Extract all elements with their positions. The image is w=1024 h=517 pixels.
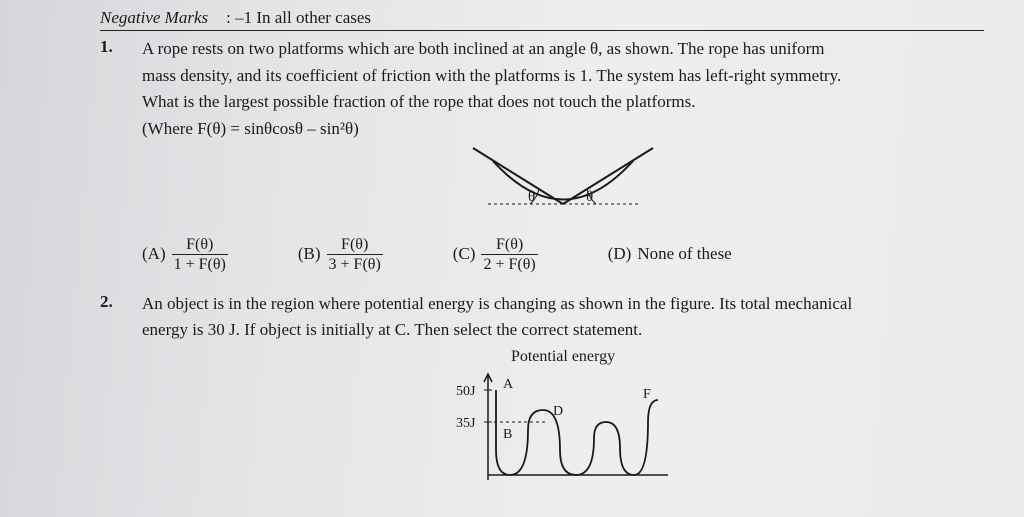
- q1-option-a: (A) F(θ) 1 + F(θ): [142, 236, 228, 274]
- opt-b-frac: F(θ) 3 + F(θ): [327, 236, 383, 274]
- opt-a-label: (A): [142, 242, 166, 267]
- q2-body: An object is in the region where potenti…: [142, 292, 984, 490]
- svg-text:A: A: [503, 377, 514, 392]
- rope-diagram-svg: θθ: [468, 146, 658, 226]
- divider: [100, 30, 984, 31]
- q2-line2: energy is 30 J. If object is initially a…: [142, 318, 984, 343]
- marks-value: : –1 In all other cases: [226, 8, 371, 28]
- opt-c-frac: F(θ) 2 + F(θ): [481, 236, 537, 274]
- q2-chart-title: Potential energy: [142, 345, 984, 368]
- svg-text:B: B: [503, 427, 512, 442]
- q1-option-b: (B) F(θ) 3 + F(θ): [298, 236, 383, 274]
- q2-line1: An object is in the region where potenti…: [142, 292, 984, 317]
- svg-text:35J: 35J: [456, 416, 476, 431]
- opt-d-text: None of these: [637, 242, 731, 267]
- q1-line2: mass density, and its coefficient of fri…: [142, 64, 984, 89]
- q1-diagram: θθ: [142, 146, 984, 226]
- svg-text:θ: θ: [586, 189, 593, 205]
- q2-number: 2.: [100, 292, 124, 490]
- opt-c-label: (C): [453, 242, 476, 267]
- marks-label: Negative Marks: [100, 8, 208, 28]
- svg-text:F: F: [643, 387, 651, 402]
- question-1: 1. A rope rests on two platforms which a…: [100, 37, 984, 288]
- q1-line1: A rope rests on two platforms which are …: [142, 37, 984, 62]
- q1-line4: (Where F(θ) = sinθcosθ – sin²θ): [142, 117, 984, 142]
- svg-text:θ: θ: [528, 189, 535, 205]
- potential-energy-chart: 50J 35J A B D F: [448, 370, 678, 490]
- q1-line3: What is the largest possible fraction of…: [142, 90, 984, 115]
- q1-option-d: (D) None of these: [608, 242, 732, 267]
- opt-d-label: (D): [608, 242, 632, 267]
- opt-a-frac: F(θ) 1 + F(θ): [172, 236, 228, 274]
- q1-number: 1.: [100, 37, 124, 288]
- svg-text:50J: 50J: [456, 384, 476, 399]
- q1-body: A rope rests on two platforms which are …: [142, 37, 984, 288]
- q1-options: (A) F(θ) 1 + F(θ) (B) F(θ) 3 + F(θ) (C): [142, 236, 984, 274]
- opt-b-label: (B): [298, 242, 321, 267]
- question-2: 2. An object is in the region where pote…: [100, 292, 984, 490]
- q1-option-c: (C) F(θ) 2 + F(θ): [453, 236, 538, 274]
- svg-text:D: D: [553, 404, 563, 419]
- marks-header: Negative Marks : –1 In all other cases: [100, 8, 984, 28]
